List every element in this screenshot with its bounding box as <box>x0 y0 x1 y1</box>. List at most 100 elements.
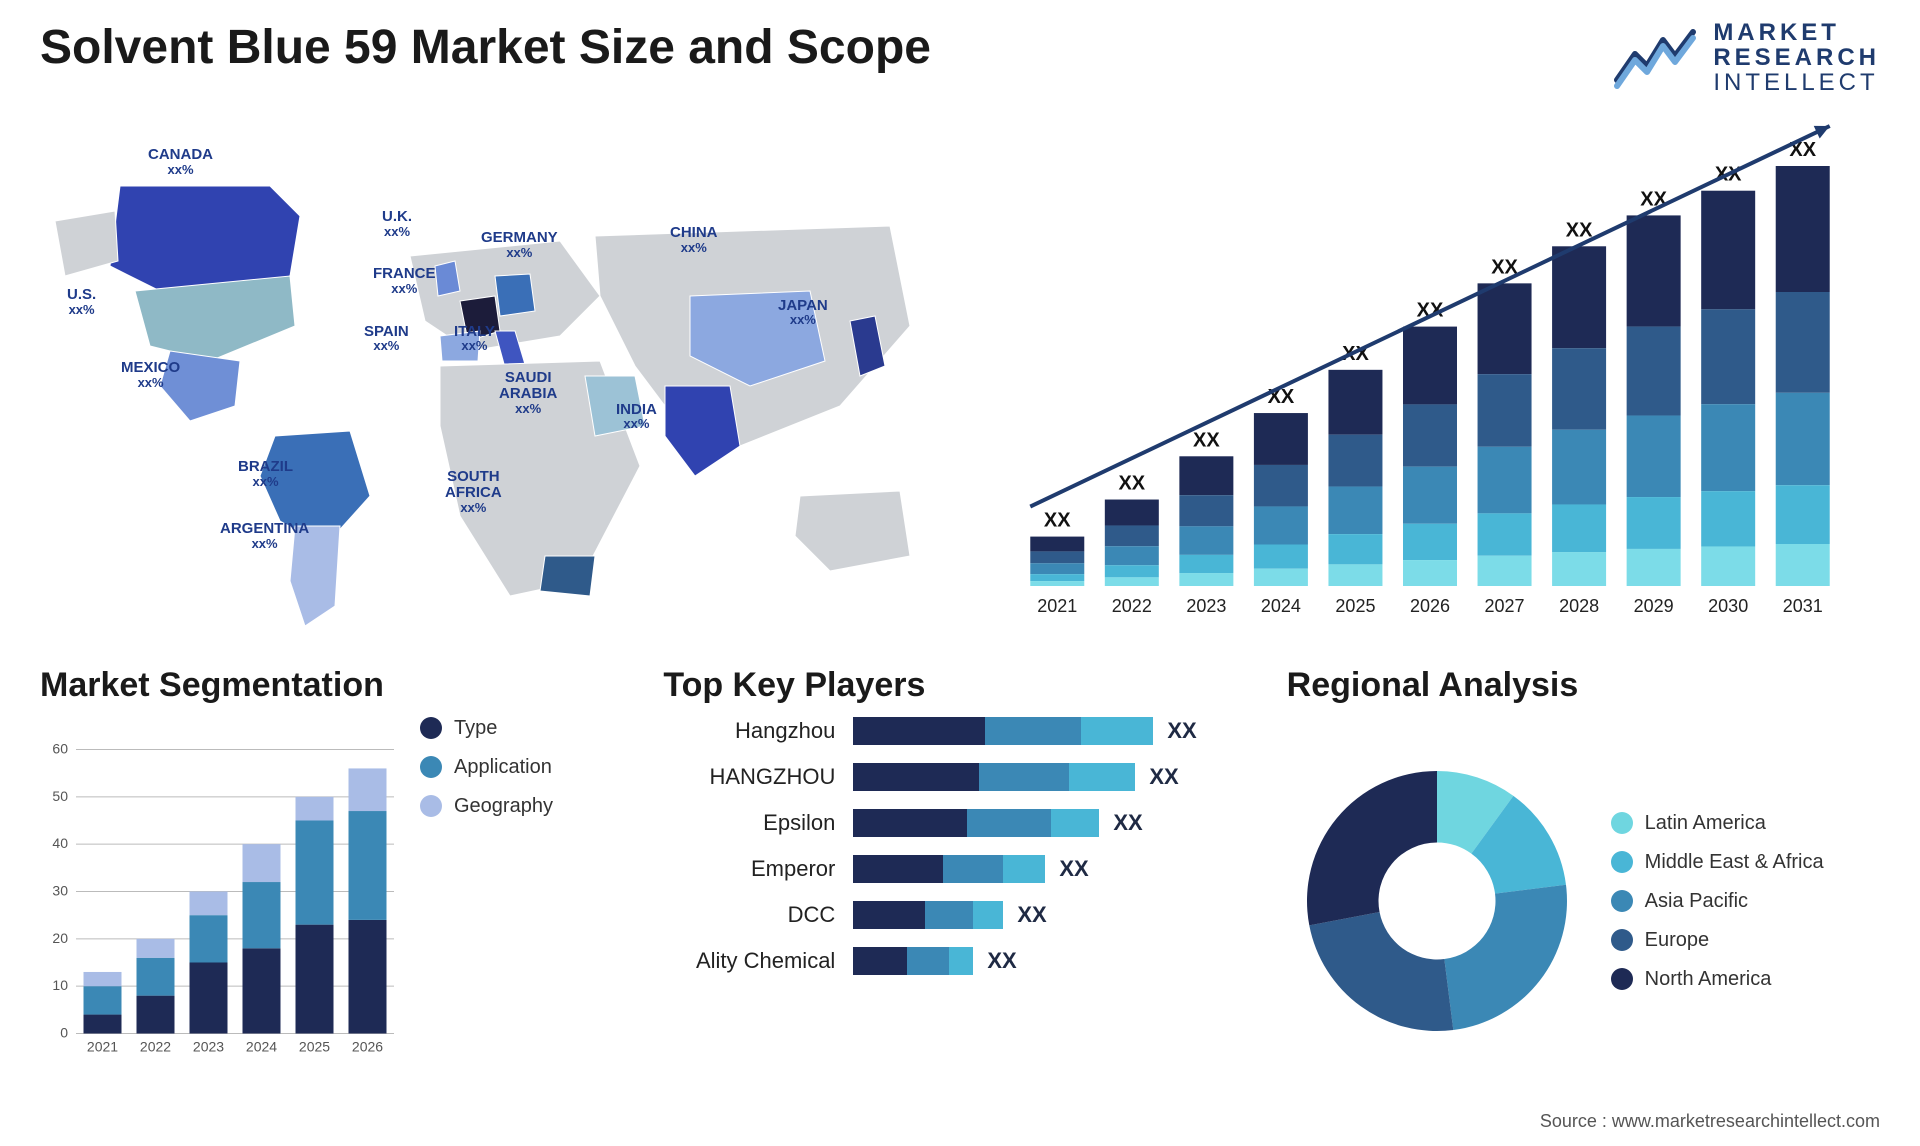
map-country-spain <box>440 331 480 361</box>
seg-bar-seg <box>190 962 228 1033</box>
growth-bar-seg <box>1627 549 1681 586</box>
legend-swatch <box>1611 812 1633 834</box>
growth-bar-seg <box>1030 563 1084 574</box>
growth-year-label: 2025 <box>1335 596 1375 616</box>
player-bar <box>853 809 1099 837</box>
seg-bar-seg <box>296 796 334 820</box>
player-bar-seg <box>1069 763 1135 791</box>
legend-swatch <box>420 795 442 817</box>
growth-bar-seg <box>1403 326 1457 404</box>
seg-bar-seg <box>137 995 175 1033</box>
player-bar-seg <box>979 763 1069 791</box>
legend-label: Middle East & Africa <box>1645 851 1824 874</box>
growth-bar-seg <box>1179 456 1233 495</box>
seg-ytick-label: 10 <box>52 977 68 993</box>
growth-bar-seg <box>1776 544 1830 586</box>
growth-year-label: 2028 <box>1559 596 1599 616</box>
growth-bar-seg <box>1030 536 1084 551</box>
growth-bar-seg <box>1478 555 1532 585</box>
growth-bar-seg <box>1552 348 1606 430</box>
map-country-india <box>665 386 740 476</box>
map-country-argentina <box>290 526 340 626</box>
donut-slice <box>1444 885 1567 1030</box>
growth-bar-seg <box>1254 506 1308 544</box>
seg-ytick-label: 30 <box>52 882 68 898</box>
growth-bar-seg <box>1179 495 1233 526</box>
seg-bar-seg <box>243 948 281 1033</box>
brand-logo: MARKET RESEARCH INTELLECT <box>1613 20 1880 96</box>
growth-bar-seg <box>1701 546 1755 586</box>
growth-bar-seg <box>1776 292 1830 393</box>
player-bar-seg <box>853 855 943 883</box>
seg-ytick-label: 50 <box>52 787 68 803</box>
map-country-uk <box>435 261 460 296</box>
player-name: Emperor <box>663 856 853 882</box>
growth-bar-seg <box>1552 552 1606 586</box>
growth-year-label: 2021 <box>1037 596 1077 616</box>
growth-bar-seg <box>1179 526 1233 555</box>
growth-value-label: XX <box>1044 509 1071 531</box>
player-bar-seg <box>853 901 925 929</box>
seg-ytick-label: 40 <box>52 835 68 851</box>
growth-year-label: 2024 <box>1261 596 1301 616</box>
legend-label: North America <box>1645 968 1772 991</box>
logo-text: MARKET RESEARCH INTELLECT <box>1713 20 1880 96</box>
player-row: DCCXX <box>663 901 1256 929</box>
growth-bar-seg <box>1254 465 1308 507</box>
growth-bar-seg <box>1776 485 1830 544</box>
player-name: Epsilon <box>663 810 853 836</box>
growth-bar-seg <box>1105 577 1159 586</box>
growth-bar-seg <box>1328 564 1382 586</box>
growth-bar-seg <box>1403 523 1457 559</box>
player-bar-seg <box>853 947 907 975</box>
seg-bar-seg <box>349 919 387 1033</box>
player-row: EmperorXX <box>663 855 1256 883</box>
seg-year-label: 2023 <box>193 1038 224 1054</box>
growth-bar-seg <box>1254 568 1308 585</box>
segmentation-legend: TypeApplicationGeography <box>420 717 553 1086</box>
growth-bar-seg <box>1552 246 1606 348</box>
map-country-saudi <box>585 376 645 436</box>
growth-bar-seg <box>1105 525 1159 546</box>
legend-label: Type <box>454 717 497 740</box>
growth-bar-seg <box>1403 560 1457 586</box>
growth-bar-seg <box>1328 434 1382 486</box>
donut-slice <box>1307 771 1437 925</box>
seg-bar-seg <box>349 811 387 920</box>
legend-label: Asia Pacific <box>1645 890 1748 913</box>
player-bar-seg <box>853 717 985 745</box>
growth-bar-seg <box>1179 573 1233 586</box>
legend-item: Application <box>420 756 553 779</box>
growth-year-label: 2026 <box>1410 596 1450 616</box>
growth-bar-seg <box>1403 404 1457 466</box>
seg-year-label: 2024 <box>246 1038 277 1054</box>
growth-bar-seg <box>1030 551 1084 563</box>
growth-bar-seg <box>1328 369 1382 434</box>
growth-bar-seg <box>1478 374 1532 447</box>
seg-year-label: 2021 <box>87 1038 118 1054</box>
seg-bar-seg <box>296 924 334 1033</box>
map-country-germany <box>495 274 535 316</box>
segmentation-panel: Market Segmentation 01020304050602021202… <box>40 666 633 1086</box>
legend-item: North America <box>1611 968 1824 991</box>
growth-year-label: 2023 <box>1186 596 1226 616</box>
regional-title: Regional Analysis <box>1287 666 1880 705</box>
legend-swatch <box>1611 968 1633 990</box>
player-bar <box>853 717 1153 745</box>
seg-ytick-label: 20 <box>52 929 68 945</box>
growth-bar-seg <box>1776 392 1830 484</box>
seg-bar-seg <box>84 1014 122 1033</box>
player-row: HANGZHOUXX <box>663 763 1256 791</box>
growth-bar-seg <box>1328 486 1382 534</box>
player-name: DCC <box>663 902 853 928</box>
world-map: CANADAxx%U.S.xx%MEXICOxx%BRAZILxx%ARGENT… <box>40 116 940 636</box>
legend-swatch <box>1611 890 1633 912</box>
growth-chart: XX2021XX2022XX2023XX2024XX2025XX2026XX20… <box>980 116 1880 636</box>
growth-value-label: XX <box>1566 219 1593 241</box>
player-name: HANGZHOU <box>663 764 853 790</box>
growth-bar-seg <box>1701 404 1755 491</box>
player-bar <box>853 855 1045 883</box>
growth-bar-seg <box>1328 534 1382 564</box>
map-country-mexico <box>160 351 240 421</box>
growth-bar-seg <box>1105 565 1159 577</box>
